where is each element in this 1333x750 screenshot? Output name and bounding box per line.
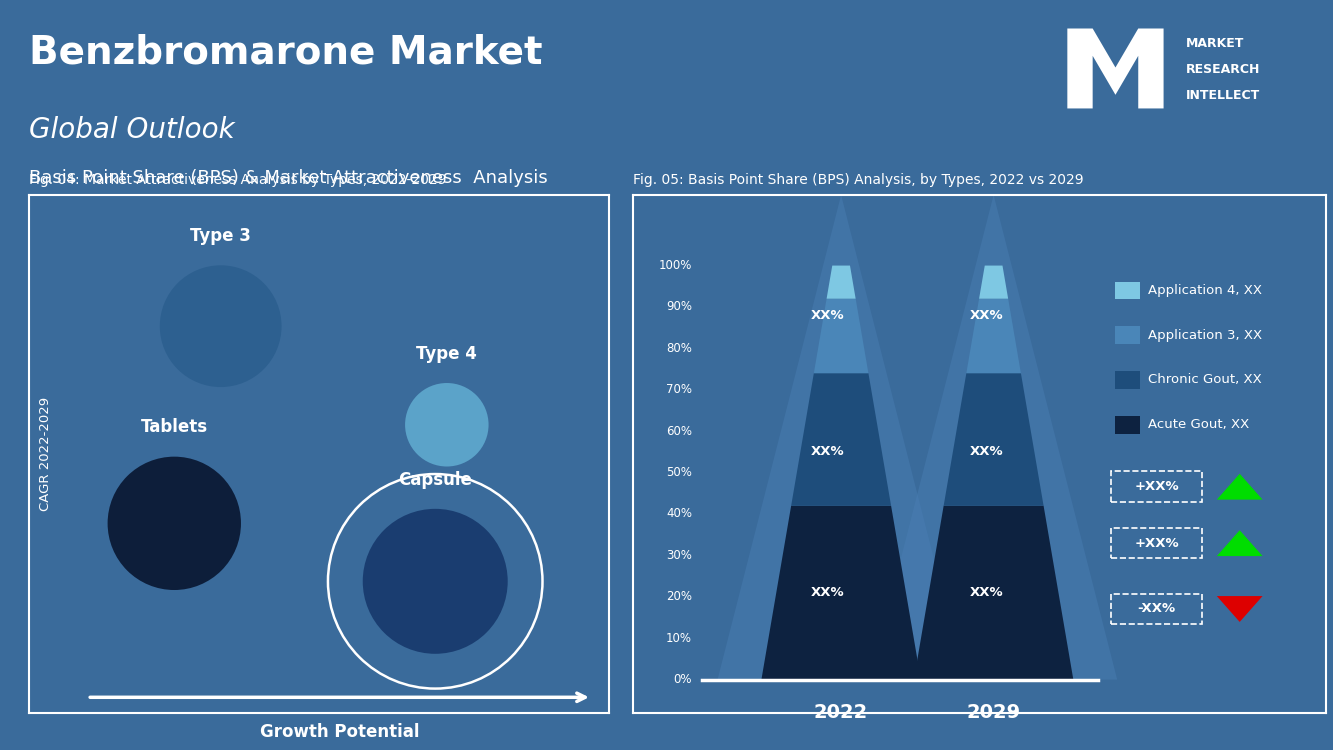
Text: XX%: XX%: [970, 309, 1004, 322]
PathPatch shape: [826, 266, 856, 298]
Text: Application 3, XX: Application 3, XX: [1148, 328, 1262, 342]
Circle shape: [363, 509, 508, 654]
Text: Basis Point Share (BPS) & Market Attractiveness  Analysis: Basis Point Share (BPS) & Market Attract…: [29, 169, 548, 187]
PathPatch shape: [966, 298, 1021, 374]
PathPatch shape: [980, 266, 1008, 298]
Text: RESEARCH: RESEARCH: [1186, 63, 1261, 76]
Text: 30%: 30%: [666, 549, 692, 562]
Text: XX%: XX%: [970, 586, 1004, 599]
PathPatch shape: [944, 374, 1044, 506]
Text: +XX%: +XX%: [1134, 537, 1178, 550]
Text: Chronic Gout, XX: Chronic Gout, XX: [1148, 374, 1262, 386]
Text: Fig. 04: Market Attractiveness Analysis by Types, 2022-2029: Fig. 04: Market Attractiveness Analysis …: [29, 173, 447, 187]
Text: 90%: 90%: [666, 301, 692, 313]
Text: XX%: XX%: [970, 446, 1004, 458]
Text: Type 3: Type 3: [191, 227, 251, 245]
Text: Global Outlook: Global Outlook: [29, 116, 235, 144]
PathPatch shape: [914, 506, 1073, 680]
Text: 20%: 20%: [666, 590, 692, 603]
Text: Growth Potential: Growth Potential: [260, 723, 420, 741]
Text: Type 4: Type 4: [416, 345, 477, 363]
Polygon shape: [1217, 596, 1262, 622]
Text: 50%: 50%: [666, 466, 692, 479]
Text: 10%: 10%: [666, 632, 692, 645]
Text: 2022: 2022: [814, 703, 868, 722]
Circle shape: [108, 457, 241, 590]
Text: INTELLECT: INTELLECT: [1186, 89, 1261, 102]
Polygon shape: [1217, 530, 1262, 556]
Text: 0%: 0%: [673, 673, 692, 686]
PathPatch shape: [792, 374, 890, 506]
Polygon shape: [1068, 28, 1164, 109]
Text: Benzbromarone Market: Benzbromarone Market: [29, 34, 543, 72]
Text: Capsule: Capsule: [399, 470, 472, 488]
Text: CAGR 2022-2029: CAGR 2022-2029: [39, 397, 52, 511]
Text: Acute Gout, XX: Acute Gout, XX: [1148, 418, 1249, 431]
Text: XX%: XX%: [810, 446, 844, 458]
Text: 60%: 60%: [666, 424, 692, 438]
PathPatch shape: [761, 506, 921, 680]
Polygon shape: [717, 195, 965, 680]
Bar: [1114, 371, 1140, 388]
Text: Application 4, XX: Application 4, XX: [1148, 284, 1262, 297]
Text: Fig. 05: Basis Point Share (BPS) Analysis, by Types, 2022 vs 2029: Fig. 05: Basis Point Share (BPS) Analysi…: [633, 173, 1084, 187]
Text: -XX%: -XX%: [1137, 602, 1176, 616]
Polygon shape: [1217, 474, 1262, 500]
Text: 100%: 100%: [659, 259, 692, 272]
Text: 2029: 2029: [966, 703, 1021, 722]
Circle shape: [160, 266, 281, 387]
Polygon shape: [870, 195, 1117, 680]
PathPatch shape: [814, 298, 868, 374]
Text: +XX%: +XX%: [1134, 480, 1178, 494]
Circle shape: [405, 383, 489, 466]
Bar: [1114, 416, 1140, 434]
Text: XX%: XX%: [810, 586, 844, 599]
Text: 80%: 80%: [666, 342, 692, 355]
Bar: [1114, 281, 1140, 299]
Text: MARKET: MARKET: [1186, 37, 1245, 50]
Text: Tablets: Tablets: [141, 419, 208, 436]
Text: XX%: XX%: [810, 309, 844, 322]
Bar: [1114, 326, 1140, 344]
Text: 40%: 40%: [666, 508, 692, 520]
Text: 70%: 70%: [666, 383, 692, 396]
